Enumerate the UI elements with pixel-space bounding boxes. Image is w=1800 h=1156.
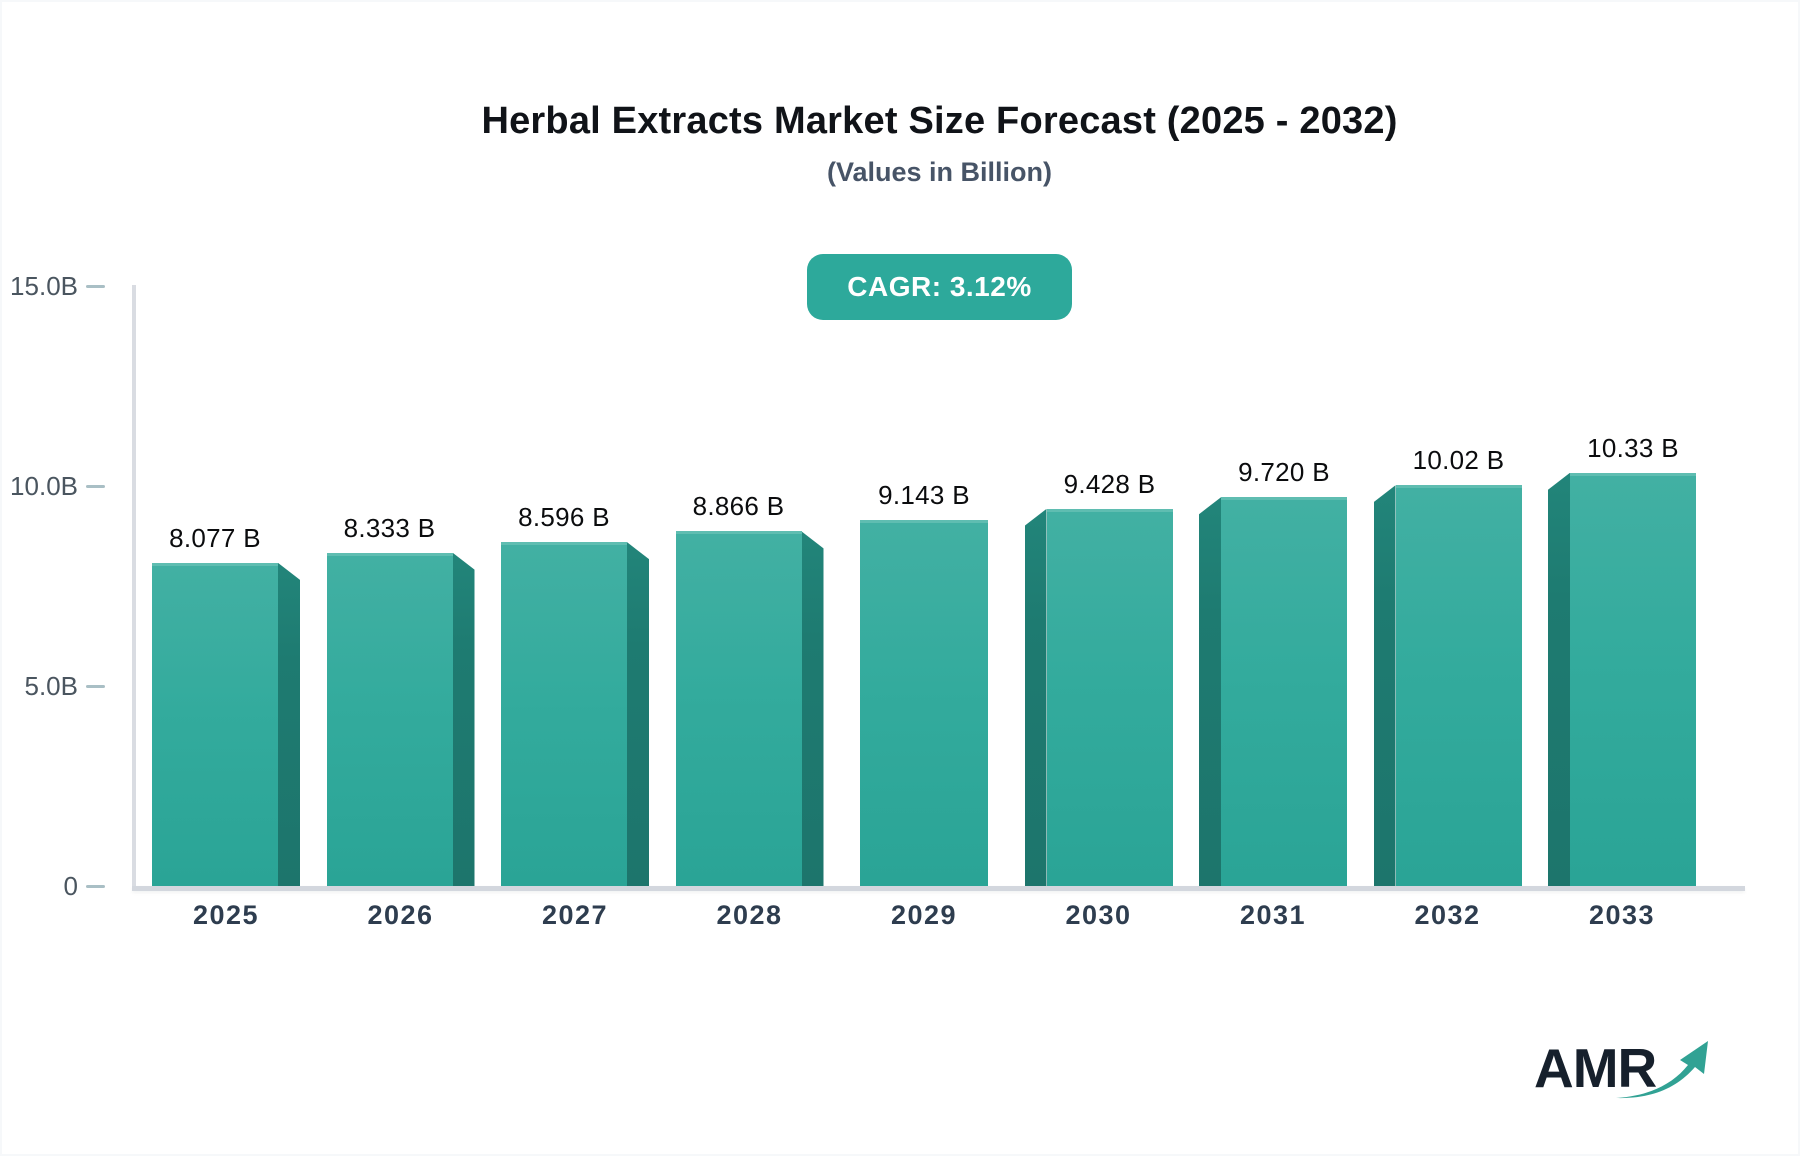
growth-arrow-icon xyxy=(1616,1041,1708,1099)
x-axis-baseline xyxy=(132,886,1745,891)
y-tick-mark xyxy=(86,285,105,288)
bar-value-label-2032: 10.02 B xyxy=(1412,445,1505,476)
bar-2029 xyxy=(860,520,988,886)
bar-2032 xyxy=(1395,485,1522,886)
chart-subtitle: (Values in Billion) xyxy=(826,157,1053,187)
chart-title: Herbal Extracts Market Size Forecast (20… xyxy=(481,100,1398,142)
bar-2027 xyxy=(501,542,627,886)
y-tick-label-10.0B: 10.0B xyxy=(10,471,78,501)
amr-logo-text: AMR xyxy=(1534,1037,1657,1099)
bar-2031 xyxy=(1221,497,1347,886)
amr-logo: AMR xyxy=(1532,1032,1722,1112)
bar-2026 xyxy=(326,552,453,886)
bar-2027-side-face xyxy=(627,542,649,886)
bar-2033-side-face xyxy=(1548,472,1570,886)
bar-value-label-2025: 8.077 B xyxy=(169,522,261,553)
y-axis-line xyxy=(132,285,136,889)
x-axis-label-2025: 2025 xyxy=(192,900,260,930)
x-axis-label-2031: 2031 xyxy=(1239,900,1307,930)
bar-2033 xyxy=(1570,472,1696,886)
y-tick-label-5.0B: 5.0B xyxy=(24,671,79,701)
x-axis-label-2029: 2029 xyxy=(890,900,958,930)
bar-value-label-2028: 8.866 B xyxy=(692,491,785,522)
bar-2028-side-face xyxy=(801,531,824,886)
x-axis-label-2033: 2033 xyxy=(1588,900,1656,930)
bar-value-label-2026: 8.333 B xyxy=(343,512,436,543)
bar-value-label-2033: 10.33 B xyxy=(1587,432,1679,463)
bar-value-label-2029: 9.143 B xyxy=(878,480,970,511)
bar-2030 xyxy=(1046,508,1173,886)
bar-value-label-2030: 9.428 B xyxy=(1063,468,1156,499)
y-tick-label-0: 0 xyxy=(63,871,78,901)
bar-2030-side-face xyxy=(1024,508,1047,886)
bar-2031-side-face xyxy=(1199,497,1221,886)
x-axis-label-2026: 2026 xyxy=(367,900,434,930)
y-tick-mark xyxy=(86,685,105,688)
bar-2028 xyxy=(675,531,802,886)
bar-2025-side-face xyxy=(278,562,300,886)
x-axis-label-2030: 2030 xyxy=(1065,900,1132,930)
bar-2025 xyxy=(152,562,278,886)
x-axis-label-2027: 2027 xyxy=(541,900,609,930)
plot-area: 0 5.0B 10.0B 15.0B 8.077 B 8.333 B 8.596 B 8.86… xyxy=(10,271,1747,901)
y-tick-label-15.0B: 15.0B xyxy=(10,271,78,301)
cagr-badge-row: CAGR: 3.12% xyxy=(132,254,1747,320)
bar-2026-side-face xyxy=(452,552,475,886)
x-axis-label-2028: 2028 xyxy=(716,900,783,930)
bar-value-label-2027: 8.596 B xyxy=(518,502,610,533)
bar-value-label-2031: 9.720 B xyxy=(1238,457,1330,488)
cagr-badge: CAGR: 3.12% xyxy=(807,254,1072,320)
bar-2032-side-face xyxy=(1373,485,1396,886)
y-tick-mark xyxy=(86,485,105,488)
y-tick-mark xyxy=(86,885,105,888)
x-axis-label-2032: 2032 xyxy=(1414,900,1481,930)
